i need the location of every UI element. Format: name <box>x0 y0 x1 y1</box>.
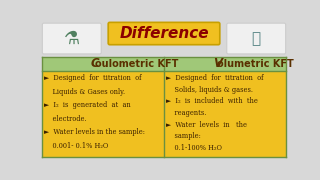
Text: ►  Water levels in the sample:: ► Water levels in the sample: <box>44 128 145 136</box>
FancyBboxPatch shape <box>42 23 101 54</box>
FancyBboxPatch shape <box>108 22 220 45</box>
Text: Liquids & Gases only.: Liquids & Gases only. <box>44 87 125 96</box>
FancyBboxPatch shape <box>42 71 286 157</box>
Text: electrode.: electrode. <box>44 115 86 123</box>
Text: Difference: Difference <box>119 26 209 41</box>
Text: 0.001- 0.1% H₂O: 0.001- 0.1% H₂O <box>44 142 108 150</box>
Text: ►  Designed  for  titration  of: ► Designed for titration of <box>166 74 264 82</box>
Text: 0.1-100% H₂O: 0.1-100% H₂O <box>166 144 222 152</box>
Text: C: C <box>90 57 99 70</box>
Text: V: V <box>213 57 222 70</box>
Text: olumetric KFT: olumetric KFT <box>217 59 294 69</box>
Text: sample:: sample: <box>166 132 201 140</box>
Text: ►  Designed  for  titration  of: ► Designed for titration of <box>44 74 141 82</box>
Text: oulometric KFT: oulometric KFT <box>95 59 178 69</box>
Text: 🖥: 🖥 <box>252 31 261 46</box>
Text: reagents.: reagents. <box>166 109 207 117</box>
FancyBboxPatch shape <box>227 23 286 54</box>
FancyBboxPatch shape <box>42 57 286 71</box>
Text: Solids, liquids & gases.: Solids, liquids & gases. <box>166 86 253 94</box>
Text: ►  I₂  is  generated  at  an: ► I₂ is generated at an <box>44 101 131 109</box>
Text: ►  Water  levels  in   the: ► Water levels in the <box>166 121 247 129</box>
Text: ►  I₂  is  included  with  the: ► I₂ is included with the <box>166 97 258 105</box>
Text: ⚗: ⚗ <box>64 30 80 48</box>
